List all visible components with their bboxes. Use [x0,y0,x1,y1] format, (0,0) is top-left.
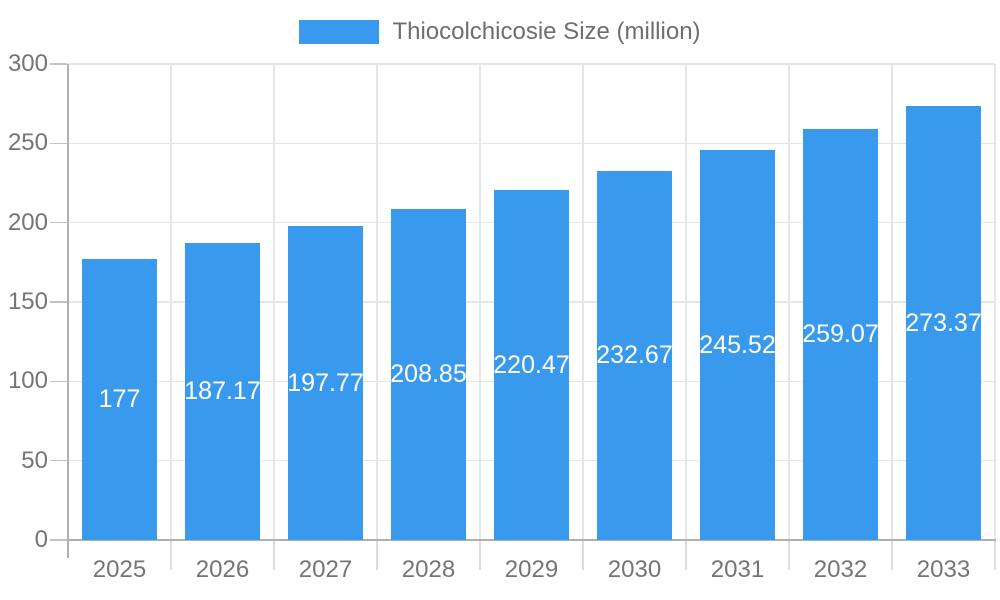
y-axis-tick-label: 300 [7,50,48,77]
bar-value-label: 259.07 [802,319,879,348]
v-gridline [479,64,481,540]
v-gridline [788,64,790,540]
bar-value-label: 220.47 [493,350,570,379]
y-tick-mark [50,63,67,65]
v-gridline [582,64,584,540]
x-tick-mark [685,541,687,570]
y-axis-tick-label: 100 [7,367,48,395]
y-tick-mark [50,221,67,224]
x-tick-mark [891,541,893,570]
x-axis-label: 2026 [195,556,250,583]
y-tick-mark [50,380,67,383]
x-axis-line [67,539,996,541]
v-gridline [273,64,275,540]
bar-2032[interactable]: 259.07 [802,128,879,540]
bar-2025[interactable]: 177 [82,259,157,540]
legend-label: Thiocolchicosie Size (million) [392,18,701,45]
x-axis-label: 2031 [710,556,765,583]
bar-2028[interactable]: 208.85 [390,208,467,540]
bar-value-label: 177 [98,385,141,414]
x-tick-mark [788,541,790,570]
x-axis-label: 2033 [916,556,971,583]
y-axis-tick-label: 50 [21,446,48,474]
bar-value-label: 273.37 [905,308,982,337]
y-axis-tick-label: 0 [34,526,48,553]
y-tick-mark [50,142,67,145]
bar-value-label: 232.67 [596,340,673,369]
x-tick-mark [582,541,584,570]
bar-value-label: 208.85 [390,359,467,388]
h-gridline [68,63,995,65]
bar-2027[interactable]: 197.77 [287,226,364,540]
x-axis-label: 2029 [504,556,559,583]
x-tick-mark [273,541,275,570]
bar-value-label: 197.77 [287,368,364,397]
bar-2026[interactable]: 187.17 [184,243,261,540]
x-axis-label: 2027 [298,556,353,583]
legend-swatch [299,20,380,44]
v-gridline [685,64,687,540]
x-axis-label: 2025 [92,556,147,583]
bar-2031[interactable]: 245.52 [699,150,776,540]
x-axis-label: 2028 [401,556,456,583]
x-tick-mark [376,541,378,570]
v-gridline [891,64,893,540]
x-axis-label: 2032 [813,556,868,583]
bar-2030[interactable]: 232.67 [596,170,673,540]
y-tick-mark [50,539,67,541]
y-tick-mark [50,301,67,303]
v-gridline [994,64,996,540]
bar-value-label: 245.52 [699,330,776,359]
y-axis-line [67,64,69,558]
x-tick-mark [994,541,996,570]
h-gridline [68,142,995,145]
x-tick-mark [170,541,172,570]
y-axis-tick-label: 200 [7,208,48,236]
x-tick-mark [479,541,481,570]
v-gridline [170,64,172,540]
legend[interactable]: Thiocolchicosie Size (million) [0,18,1000,46]
y-axis-tick-label: 150 [7,288,48,315]
bar-2033[interactable]: 273.37 [905,106,982,540]
v-gridline [376,64,378,540]
bar-value-label: 187.17 [184,377,261,405]
y-tick-mark [50,459,67,462]
bar-2029[interactable]: 220.47 [493,190,570,540]
y-axis-tick-label: 250 [7,129,48,157]
x-axis-label: 2030 [607,556,662,583]
